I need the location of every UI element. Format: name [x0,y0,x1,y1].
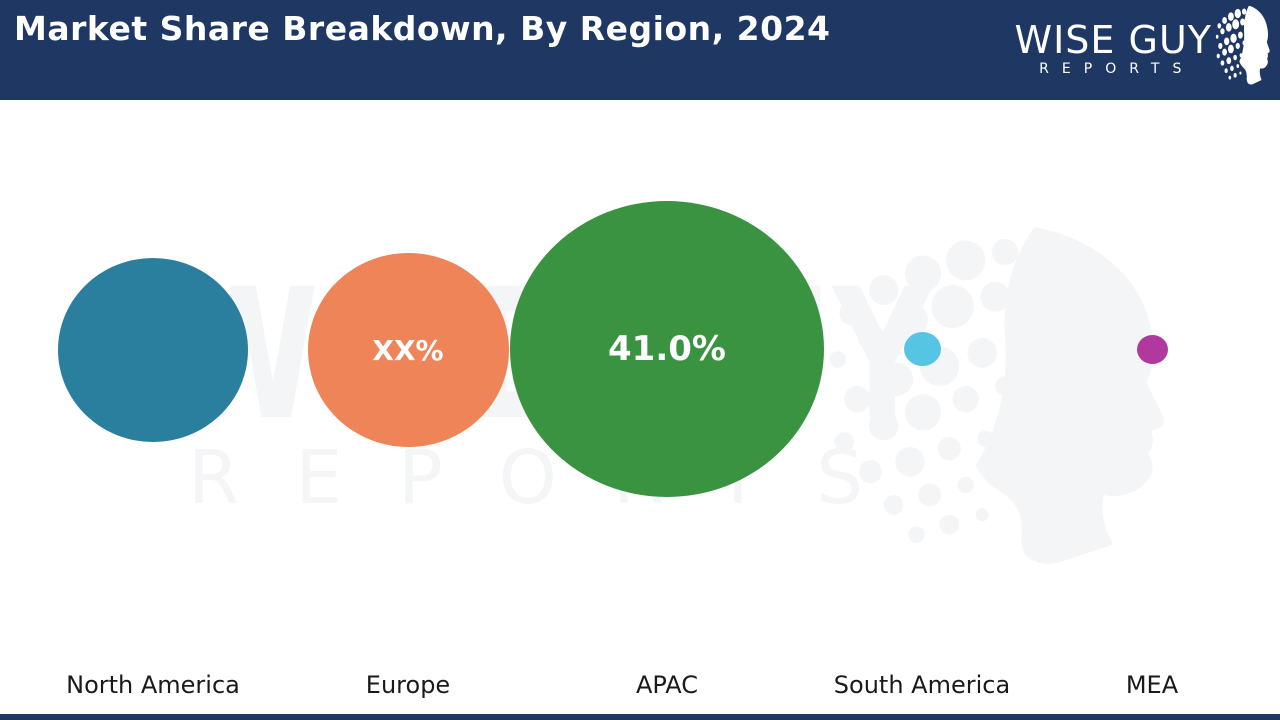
logo-subtitle: REPORTS [1039,61,1195,78]
wiseguy-logo: WISE GUY REPORTS [1015,5,1270,85]
wiseguy-head-icon [1215,5,1270,85]
category-label-south-america: South America [833,671,1011,699]
logo-wordmark: WISE GUY [1014,17,1212,62]
bubble-north-america [58,258,248,442]
footer-bar [0,714,1280,720]
logo-text: WISE GUY REPORTS [1014,17,1212,78]
bubble-apac: 41.0% [510,201,824,497]
bubble-europe: XX% [307,253,509,447]
header: Market Share Breakdown, By Region, 2024 … [0,0,1280,100]
page-title: Market Share Breakdown, By Region, 2024 [14,9,831,48]
category-label-north-america: North America [66,671,240,699]
bubble-value-label: XX% [372,333,444,367]
category-label-apac: APAC [635,671,699,699]
category-label-europe: Europe [365,671,451,699]
category-label-mea: MEA [1125,671,1179,699]
bubble-value-label: 41.0% [608,329,726,369]
